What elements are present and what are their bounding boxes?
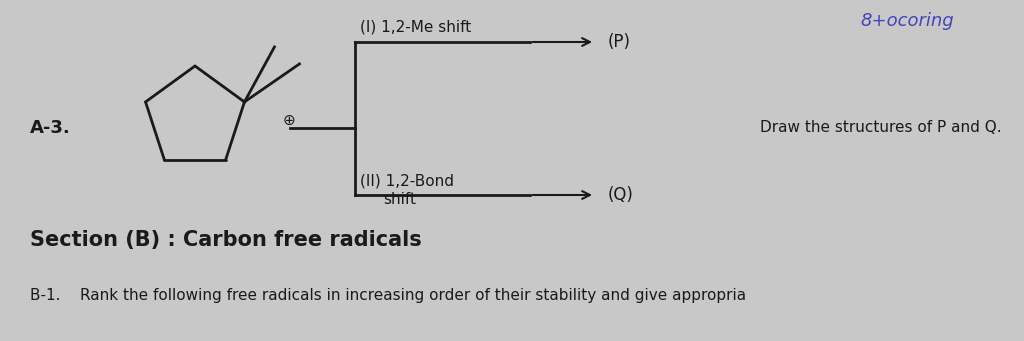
Text: shift: shift [384,192,417,207]
Text: (II) 1,2-Bond: (II) 1,2-Bond [360,174,454,189]
Text: Section (B) : Carbon free radicals: Section (B) : Carbon free radicals [30,230,422,250]
Text: 8+ocoring: 8+ocoring [860,12,953,30]
Text: ⊕: ⊕ [283,113,296,128]
Text: B-1.    Rank the following free radicals in increasing order of their stability : B-1. Rank the following free radicals in… [30,288,746,303]
Text: (Q): (Q) [608,186,634,204]
Text: A-3.: A-3. [30,119,71,137]
Text: (I) 1,2-Me shift: (I) 1,2-Me shift [360,20,471,35]
Text: (P): (P) [608,33,631,51]
Text: Draw the structures of P and Q.: Draw the structures of P and Q. [760,120,1001,135]
